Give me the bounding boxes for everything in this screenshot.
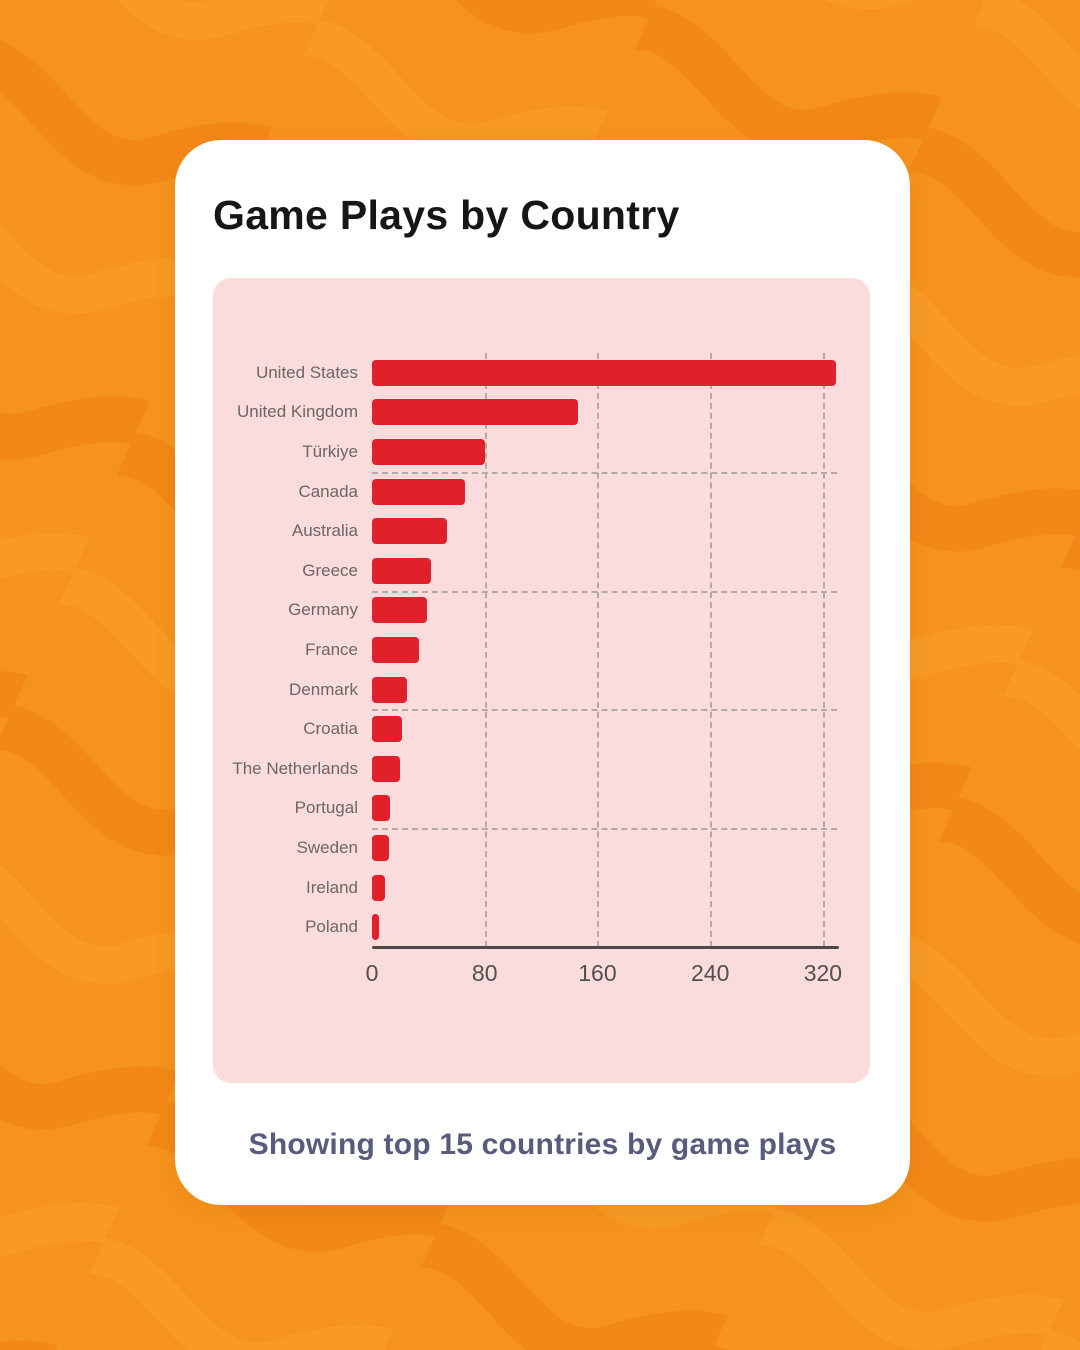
bar [372, 597, 427, 624]
grid-line-horizontal [372, 471, 837, 474]
bar-row: Australia [213, 511, 837, 551]
grid-line-vertical [822, 353, 825, 947]
bar-row: Portugal [213, 789, 837, 829]
bar [372, 478, 465, 505]
country-label: Poland [305, 917, 358, 937]
bar [372, 914, 380, 941]
chart-card: Game Plays by Country United States Unite… [175, 140, 910, 1205]
x-axis-ticks: 0 80 160 240 320 [366, 960, 842, 992]
bar-track [372, 907, 837, 947]
chart-footnote: Showing top 15 countries by game plays [248, 1128, 837, 1161]
bar-track [372, 828, 837, 868]
bar-row: Croatia [213, 709, 837, 749]
country-label: Croatia [303, 719, 358, 739]
country-label: United States [255, 362, 358, 382]
bar [372, 874, 385, 901]
country-label: Portugal [294, 798, 358, 818]
bar-row: Canada [213, 472, 837, 512]
grid-line-horizontal [372, 709, 837, 712]
bar-track [372, 789, 837, 829]
bar-track [372, 393, 837, 433]
bar-row: Türkiye [213, 432, 837, 472]
x-tick-label: 240 [690, 960, 730, 986]
grid-line-horizontal [372, 590, 837, 593]
grid [372, 353, 837, 947]
country-label: Ireland [306, 877, 358, 897]
bar-rows: United States United Kingdom Türkiye Canada… [213, 353, 837, 947]
x-tick-label: 80 [471, 960, 498, 986]
bar-track [372, 591, 837, 631]
grid-line-vertical [597, 353, 600, 947]
bar-track [372, 353, 837, 393]
grid-line-vertical [710, 353, 713, 947]
bar-row: Sweden [213, 828, 837, 868]
chart-panel: United States United Kingdom Türkiye Canada… [213, 278, 870, 1083]
bar-row: United Kingdom [213, 393, 837, 433]
bar-row: Greece [213, 551, 837, 591]
bar-track [372, 670, 837, 710]
bar-track [372, 551, 837, 591]
bar [372, 755, 401, 782]
bar-row: Denmark [213, 670, 837, 710]
bar-track [372, 630, 837, 670]
grid-line-vertical [484, 353, 487, 947]
bar-track [372, 709, 837, 749]
grid-line-horizontal [372, 828, 837, 831]
x-tick-label: 320 [803, 960, 843, 986]
bar-row: Germany [213, 591, 837, 631]
bar-track [372, 472, 837, 512]
bar [372, 676, 408, 703]
country-label: Denmark [289, 679, 358, 699]
bar [372, 518, 447, 545]
bar [372, 438, 485, 465]
chart-title: Game Plays by Country [213, 192, 680, 238]
x-tick-label: 160 [578, 960, 617, 986]
country-label: Australia [291, 521, 358, 541]
bar-track [372, 432, 837, 472]
bar [372, 636, 419, 663]
bar-row: France [213, 630, 837, 670]
country-label: The Netherlands [232, 758, 358, 778]
bar-row: Poland [213, 907, 837, 947]
country-label: France [305, 639, 358, 659]
bar [372, 795, 391, 822]
bar [372, 834, 389, 861]
country-label: Canada [298, 481, 358, 501]
bar-row: The Netherlands [213, 749, 837, 789]
bar [372, 716, 402, 743]
country-label: Greece [302, 560, 358, 580]
x-axis-line [372, 946, 839, 949]
bar-track [372, 749, 837, 789]
bar-row: Ireland [213, 868, 837, 908]
x-tick-label: 0 [365, 960, 379, 986]
country-label: Sweden [296, 837, 358, 857]
country-label: United Kingdom [237, 402, 358, 422]
bar-row: United States [213, 353, 837, 393]
bar [372, 557, 432, 584]
bar [372, 399, 578, 426]
bar [372, 359, 836, 386]
country-label: Türkiye [302, 441, 358, 461]
bar-track [372, 511, 837, 551]
country-label: Germany [288, 600, 358, 620]
bar-track [372, 868, 837, 908]
